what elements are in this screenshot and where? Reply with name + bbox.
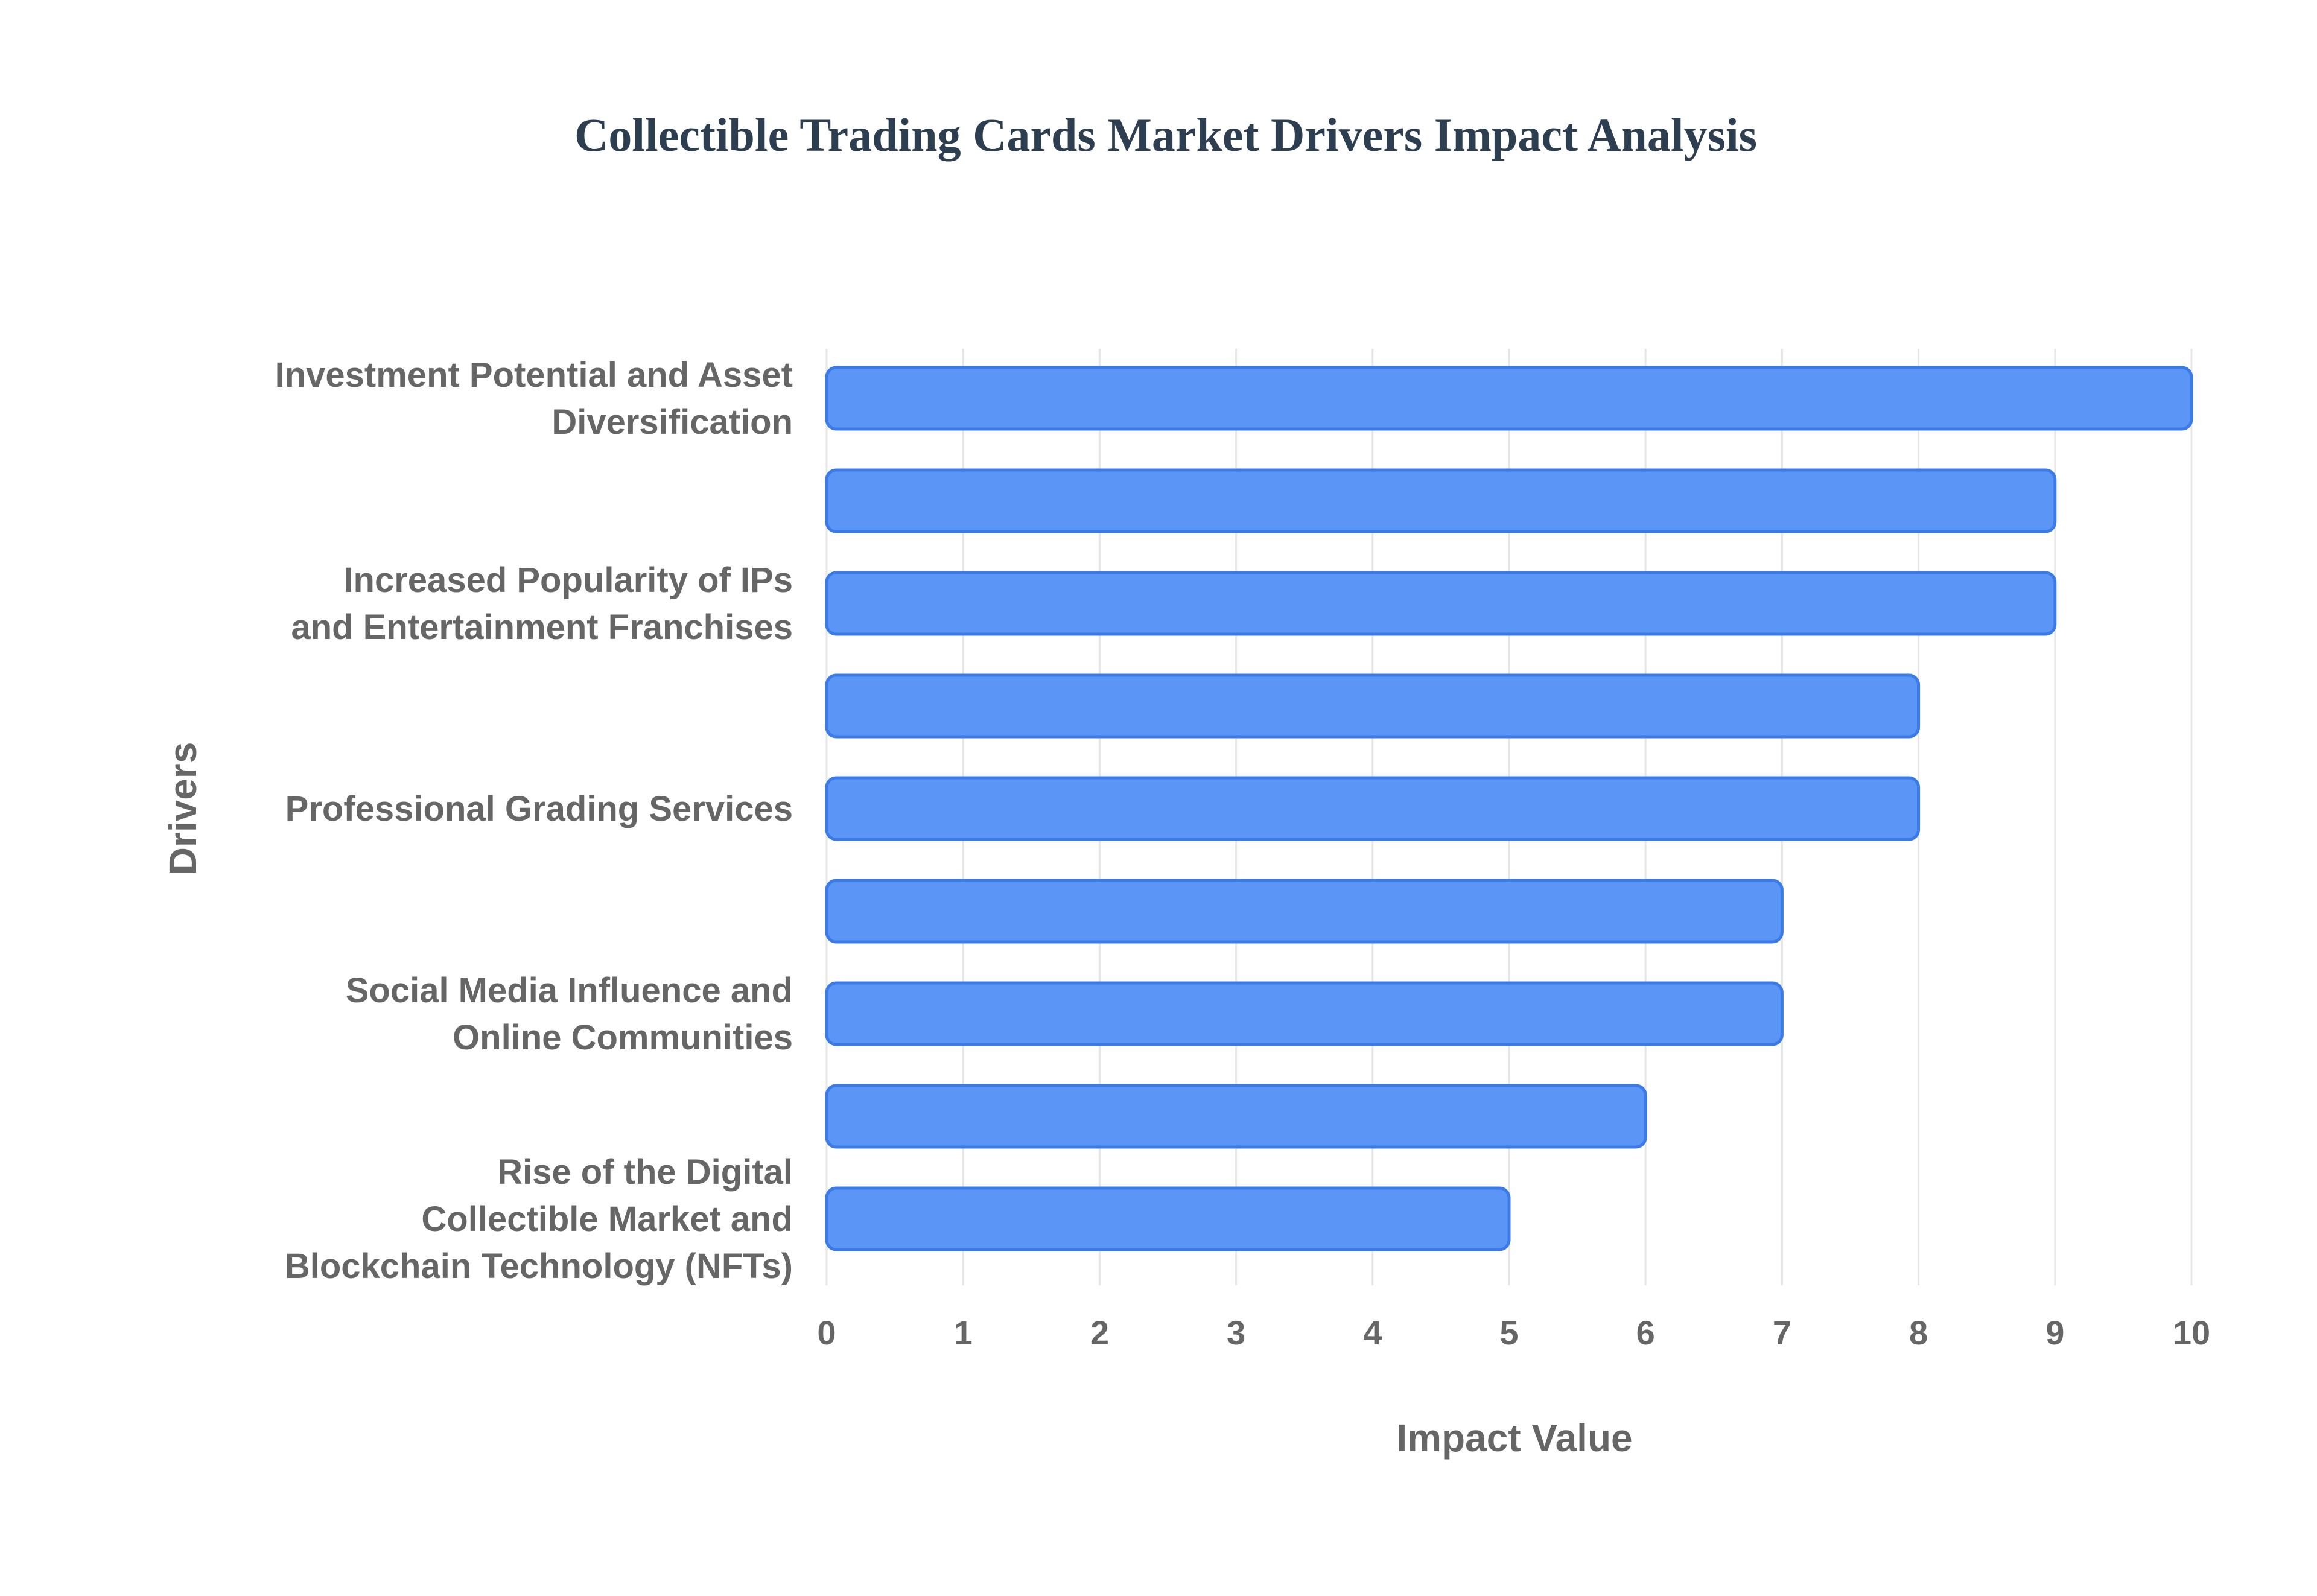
x-tick-label: 5 [1499,1314,1518,1352]
bar [825,879,1784,944]
category-label-line: Increased Popularity of IPs [343,561,793,600]
x-tick-label: 2 [1090,1314,1109,1352]
category-label-line: Investment Potential and Asset [275,355,793,395]
bar [825,673,1921,739]
category-label: Increased Popularity of IPs and Entertain… [291,561,793,647]
x-tick-labels: 0 1 2 3 4 5 6 7 8 9 10 [817,1314,2210,1352]
bars [825,366,2193,1251]
category-label-line: Online Communities [453,1018,793,1057]
category-label: Rise of the Digital Collectible Market an… [285,1152,793,1286]
x-tick-label: 7 [1773,1314,1791,1352]
x-tick-label: 1 [954,1314,973,1352]
y-axis-label: Drivers [161,742,205,876]
category-label: Social Media Influence and Online Communi… [346,971,793,1057]
category-label-line: Collectible Market and [421,1200,793,1239]
category-label: Investment Potential and Asset Diversific… [275,355,793,442]
x-tick-label: 9 [2045,1314,2064,1352]
category-label: Professional Grading Services [285,789,793,828]
category-label-line: and Entertainment Franchises [291,608,793,647]
bar [825,1084,1647,1149]
x-axis-label: Impact Value [1396,1416,1632,1460]
x-tick-label: 3 [1227,1314,1245,1352]
x-tick-label: 8 [1909,1314,1928,1352]
x-tick-label: 6 [1636,1314,1655,1352]
chart-title: Collectible Trading Cards Market Drivers… [574,109,1757,161]
category-label-line: Rise of the Digital [497,1152,793,1192]
category-label-line: Diversification [551,402,793,442]
x-tick-label: 10 [2173,1314,2210,1352]
category-label-line: Blockchain Technology (NFTs) [285,1247,793,1286]
bar [825,1186,1511,1251]
bar [825,571,2057,636]
category-labels: Investment Potential and Asset Diversific… [275,355,793,1286]
category-label-line: Professional Grading Services [285,789,793,828]
bar [825,981,1784,1046]
bar [825,366,2193,431]
x-tick-label: 4 [1363,1314,1382,1352]
x-tick-label: 0 [817,1314,836,1352]
bar [825,468,2057,533]
bar [825,776,1921,841]
category-label-line: Social Media Influence and [346,971,793,1010]
